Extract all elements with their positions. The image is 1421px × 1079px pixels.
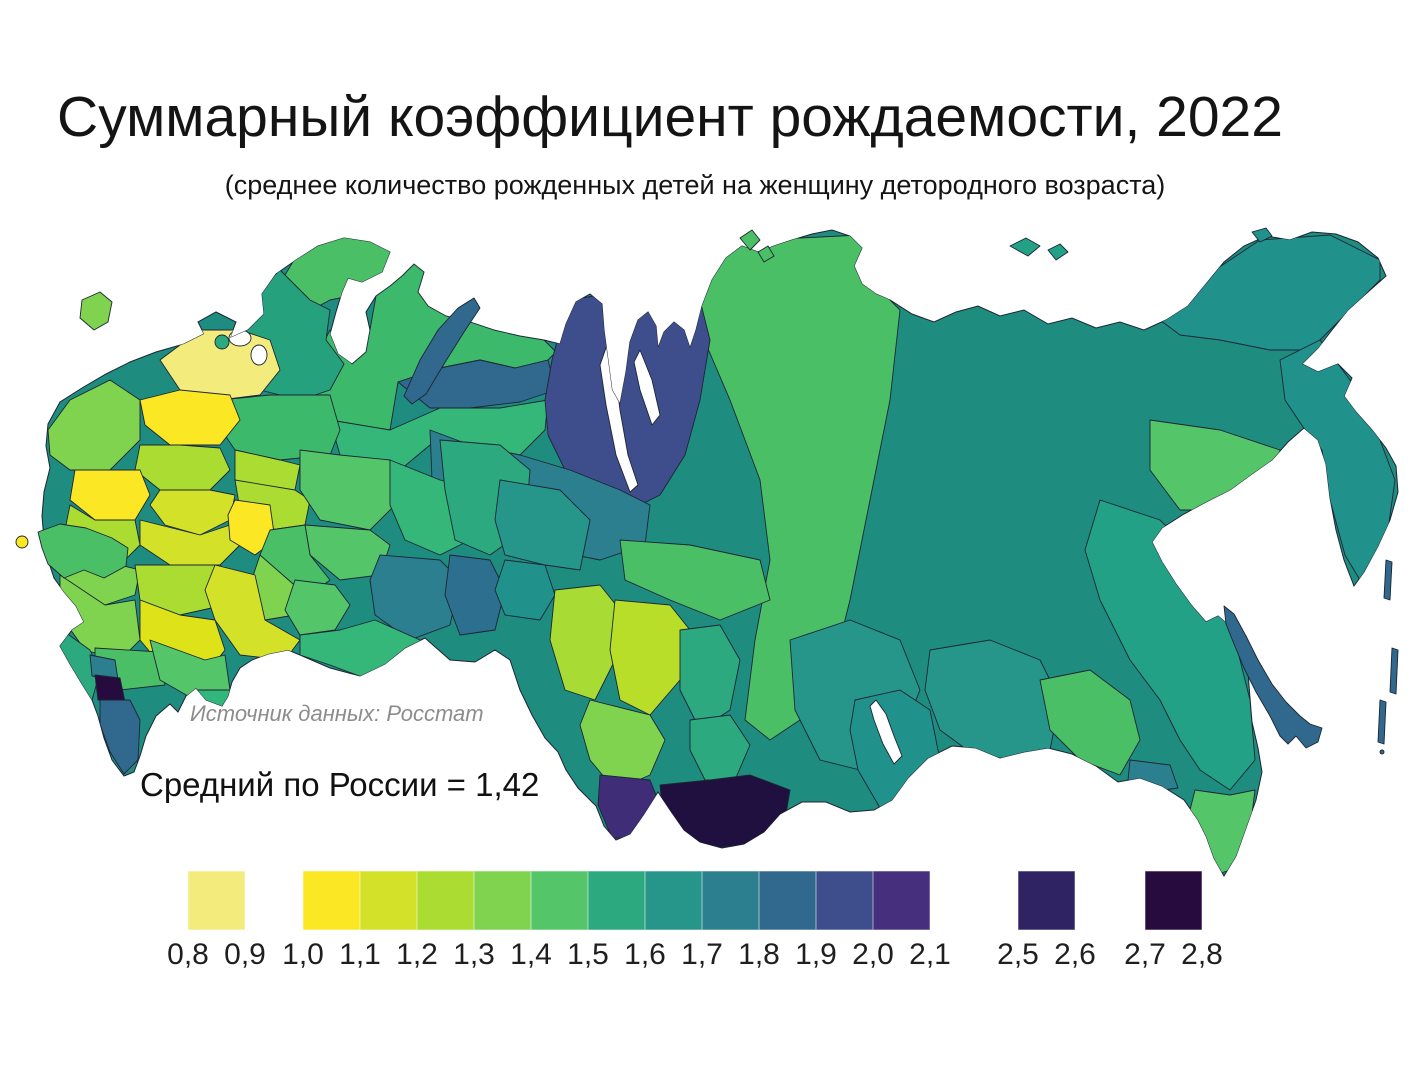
lake-baikal <box>870 700 902 764</box>
region-chechnya <box>95 675 125 702</box>
region-severnaya-zemlya <box>758 246 774 262</box>
region-kurils <box>1380 750 1384 754</box>
region-novgorod <box>140 390 240 445</box>
lake-onega <box>251 345 267 365</box>
region-severnaya-zemlya <box>740 230 760 250</box>
region-tyumen <box>495 480 590 570</box>
region-kamchatka <box>1280 340 1395 580</box>
page-subtitle: (среднее количество рожденных детей на ж… <box>224 170 1166 200</box>
region-wrangel <box>1252 228 1272 242</box>
region-tyva <box>660 775 790 848</box>
region-chelyabinsk <box>445 555 505 635</box>
region-kirov <box>300 450 395 530</box>
region-sevastopol <box>16 536 28 548</box>
region-bashkortostan <box>370 555 460 640</box>
region-pskov <box>48 380 140 470</box>
region-primorye <box>1190 790 1255 875</box>
region-tula-ryazan <box>140 520 240 565</box>
region-mordovia-penza <box>228 500 275 555</box>
region-kurils <box>1378 700 1386 744</box>
taz-gulf <box>634 350 660 425</box>
region-sakhalin <box>1224 606 1322 748</box>
region-amur <box>1040 670 1140 775</box>
data-source-note: Источник данных: Росстат <box>190 701 484 726</box>
region-new-siberian-islands <box>1010 238 1040 256</box>
region-kemerovo <box>680 625 740 730</box>
national-average-note: Средний по России = 1,42 <box>140 766 540 803</box>
region-samara <box>285 580 350 635</box>
region-dagestan <box>100 700 140 774</box>
region-omsk <box>550 585 620 700</box>
region-kurils <box>1384 560 1392 600</box>
region-new-siberian-islands <box>1048 244 1068 260</box>
region-smolensk <box>70 470 150 520</box>
region-novosibirsk <box>610 600 690 715</box>
region-spb <box>215 335 229 349</box>
region-moscow <box>150 490 235 535</box>
page-title: Суммарный коэффициент рождаемости, 2022 <box>57 85 1283 149</box>
region-tomsk <box>620 540 770 620</box>
region-kaliningrad <box>80 292 112 330</box>
region-novaya-zemlya <box>404 298 480 404</box>
region-crimea <box>38 524 128 578</box>
region-chukotka <box>1160 235 1380 350</box>
region-kurils <box>1390 648 1398 694</box>
